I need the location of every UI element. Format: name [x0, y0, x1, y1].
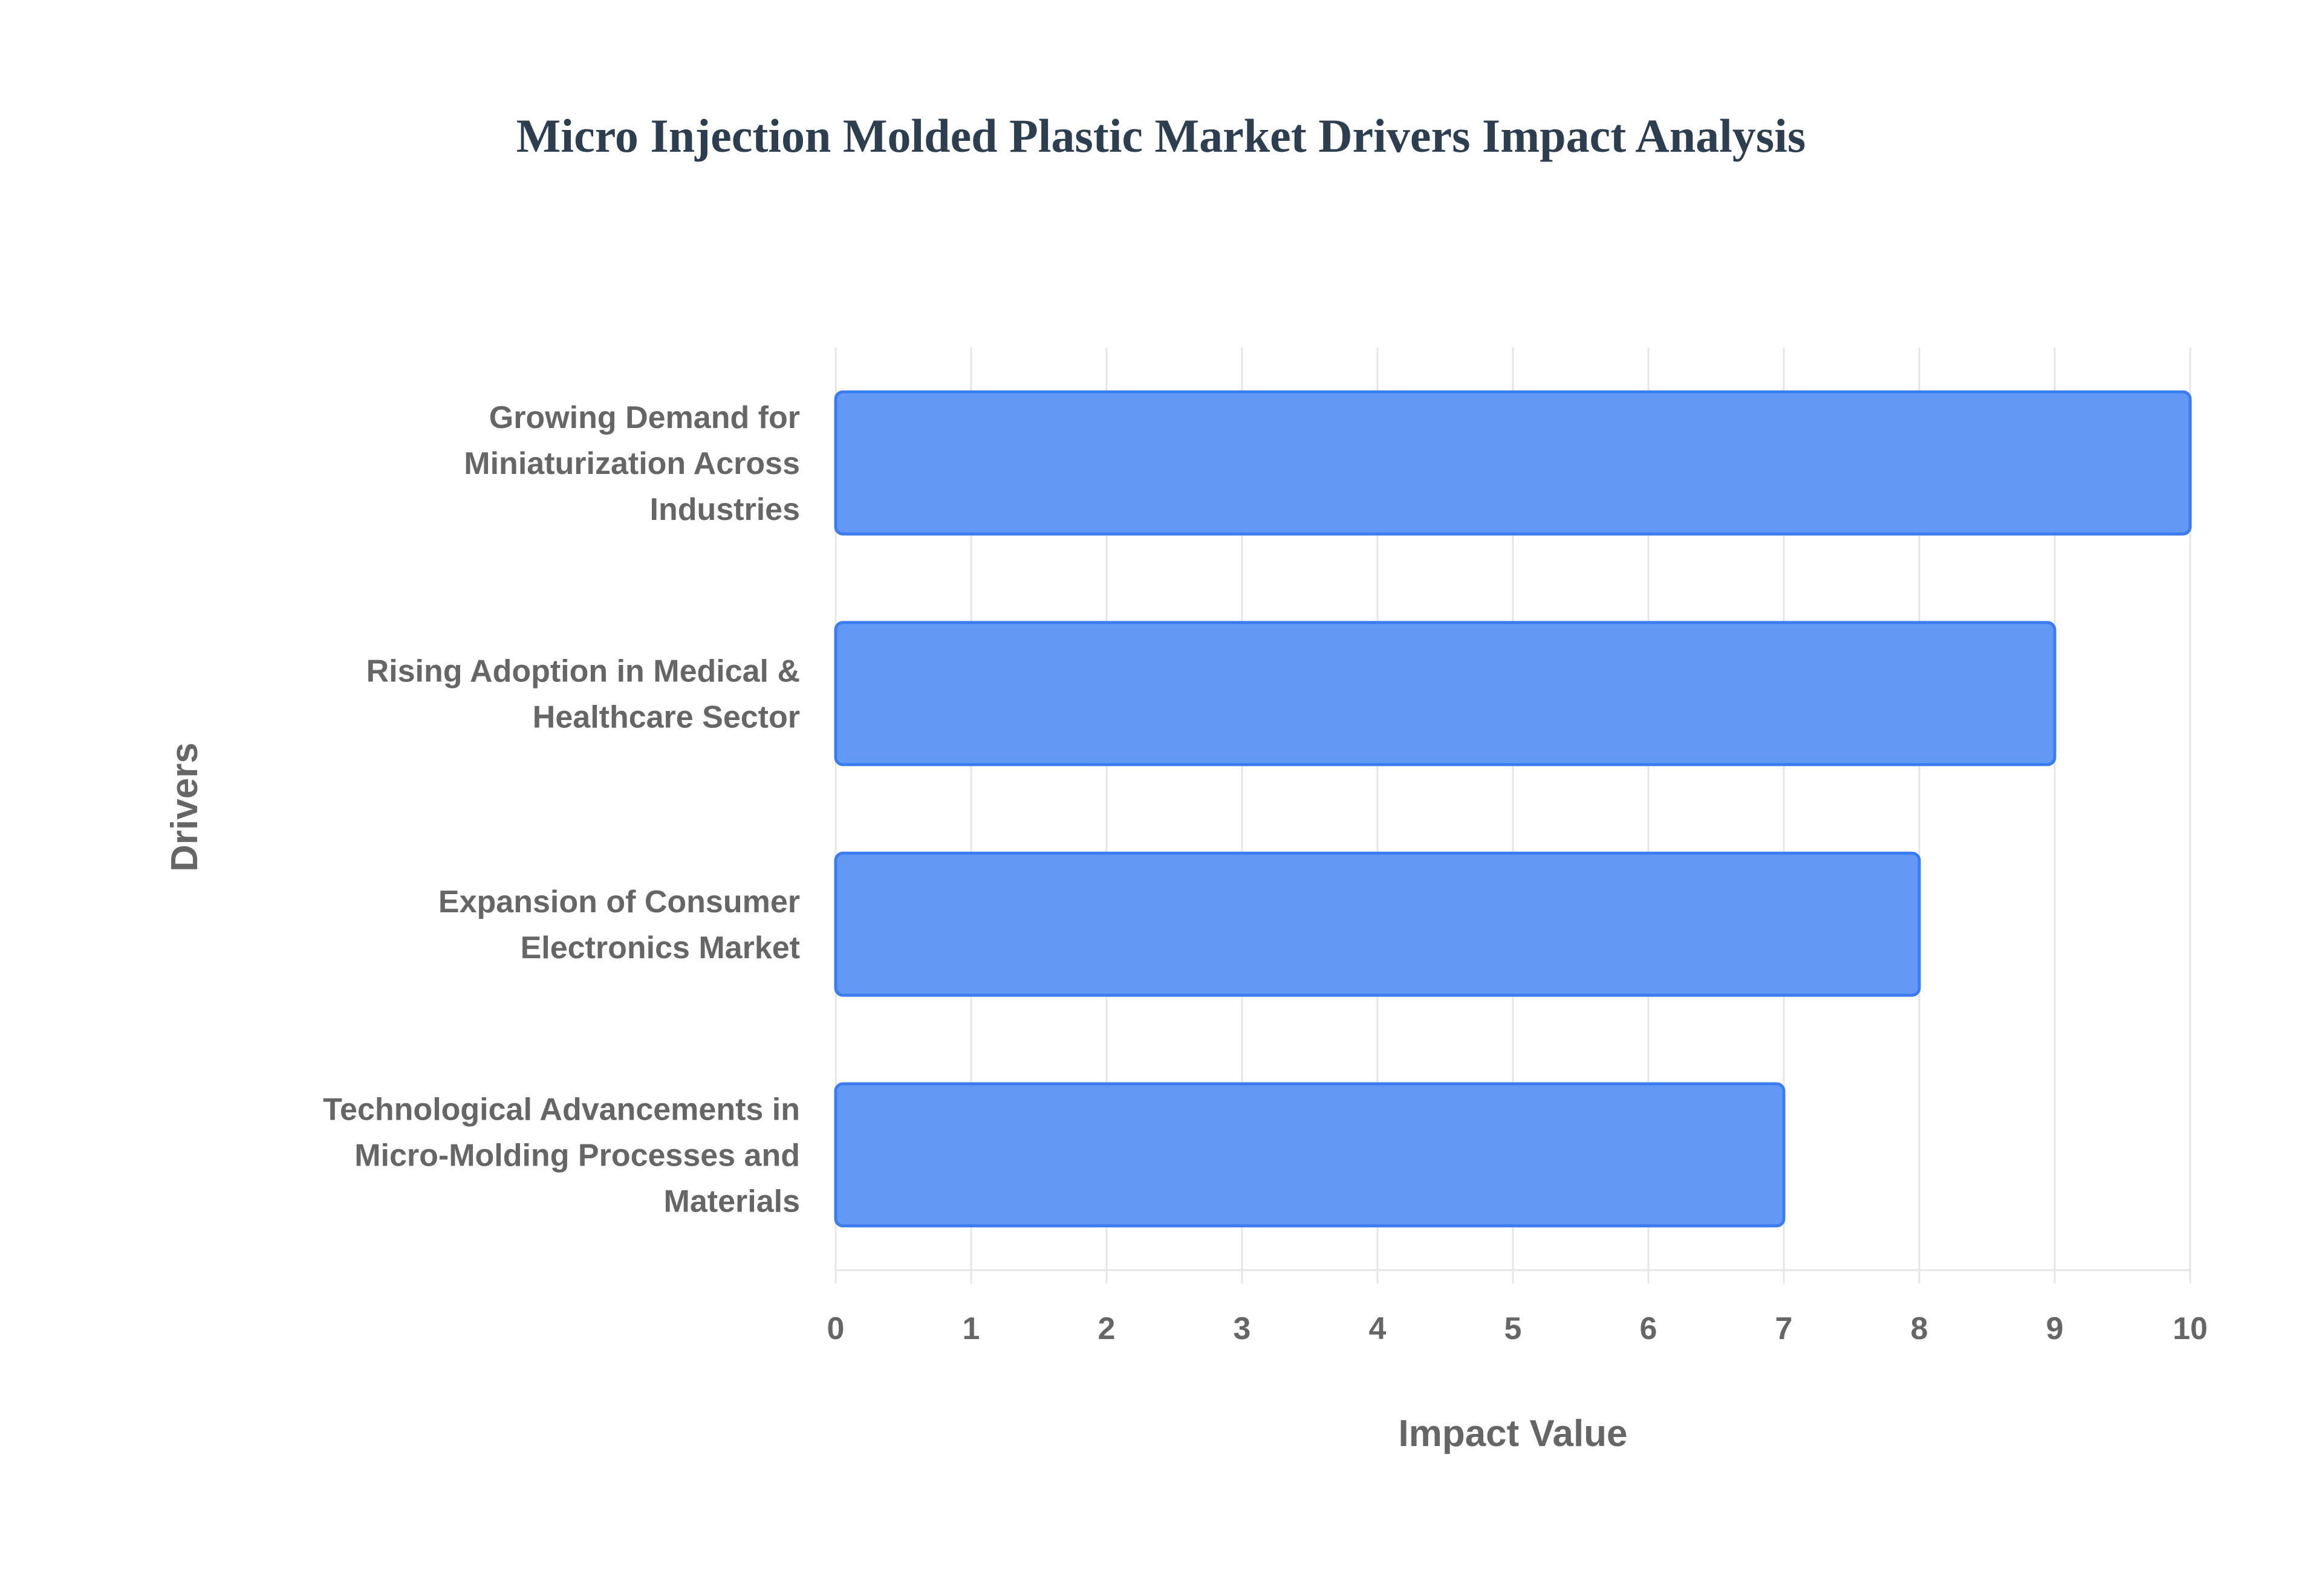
y-tick-label: Rising Adoption in Medical & Healthcare S…	[366, 654, 800, 735]
y-tick-label-line: Micro-Molding Processes and	[354, 1138, 800, 1173]
y-tick-label-line: Healthcare Sector	[533, 699, 800, 735]
bar[interactable]	[834, 1082, 1786, 1228]
chart-title: Micro Injection Molded Plastic Market Dr…	[516, 109, 1806, 162]
y-tick-label: Expansion of Consumer Electronics Market	[438, 884, 800, 965]
y-tick-label-line: Materials	[664, 1184, 800, 1219]
y-tick-label-line: Growing Demand for	[489, 400, 800, 435]
y-tick-label-line: Industries	[650, 492, 801, 527]
x-tick-label: 8	[1911, 1311, 1928, 1346]
y-tick-label: Growing Demand for Miniaturization Across…	[464, 400, 800, 527]
y-tick-label-line: Expansion of Consumer	[438, 884, 800, 920]
x-tick-label: 5	[1504, 1311, 1522, 1346]
y-tick-label-line: Technological Advancements in	[323, 1092, 800, 1127]
bar[interactable]	[834, 390, 2192, 536]
y-axis-title: Drivers	[164, 742, 206, 872]
bars	[834, 390, 2192, 1228]
x-tick-label: 7	[1775, 1311, 1793, 1346]
y-tick-label: Technological Advancements in Micro-Moldi…	[323, 1092, 800, 1219]
x-tick-label: 9	[2046, 1311, 2064, 1346]
x-tick-label: 4	[1369, 1311, 1387, 1346]
x-axis-title: Impact Value	[1398, 1413, 1627, 1455]
x-tick-label: 6	[1640, 1311, 1657, 1346]
x-tick-label: 1	[963, 1311, 980, 1346]
x-tick-label: 3	[1234, 1311, 1251, 1346]
x-tick-label: 10	[2173, 1311, 2208, 1346]
y-tick-labels: Growing Demand for Miniaturization Across…	[323, 400, 800, 1219]
x-tick-label: 2	[1098, 1311, 1116, 1346]
bar[interactable]	[834, 621, 2057, 767]
y-tick-label-line: Rising Adoption in Medical &	[366, 654, 800, 689]
x-tick-label: 0	[827, 1311, 845, 1346]
y-tick-label-line: Miniaturization Across	[464, 446, 800, 481]
y-tick-label-line: Electronics Market	[521, 930, 800, 965]
x-tick-labels: 0 1 2 3 4 5 6 7 8 9 10	[827, 1311, 2208, 1346]
bar[interactable]	[834, 851, 1921, 997]
